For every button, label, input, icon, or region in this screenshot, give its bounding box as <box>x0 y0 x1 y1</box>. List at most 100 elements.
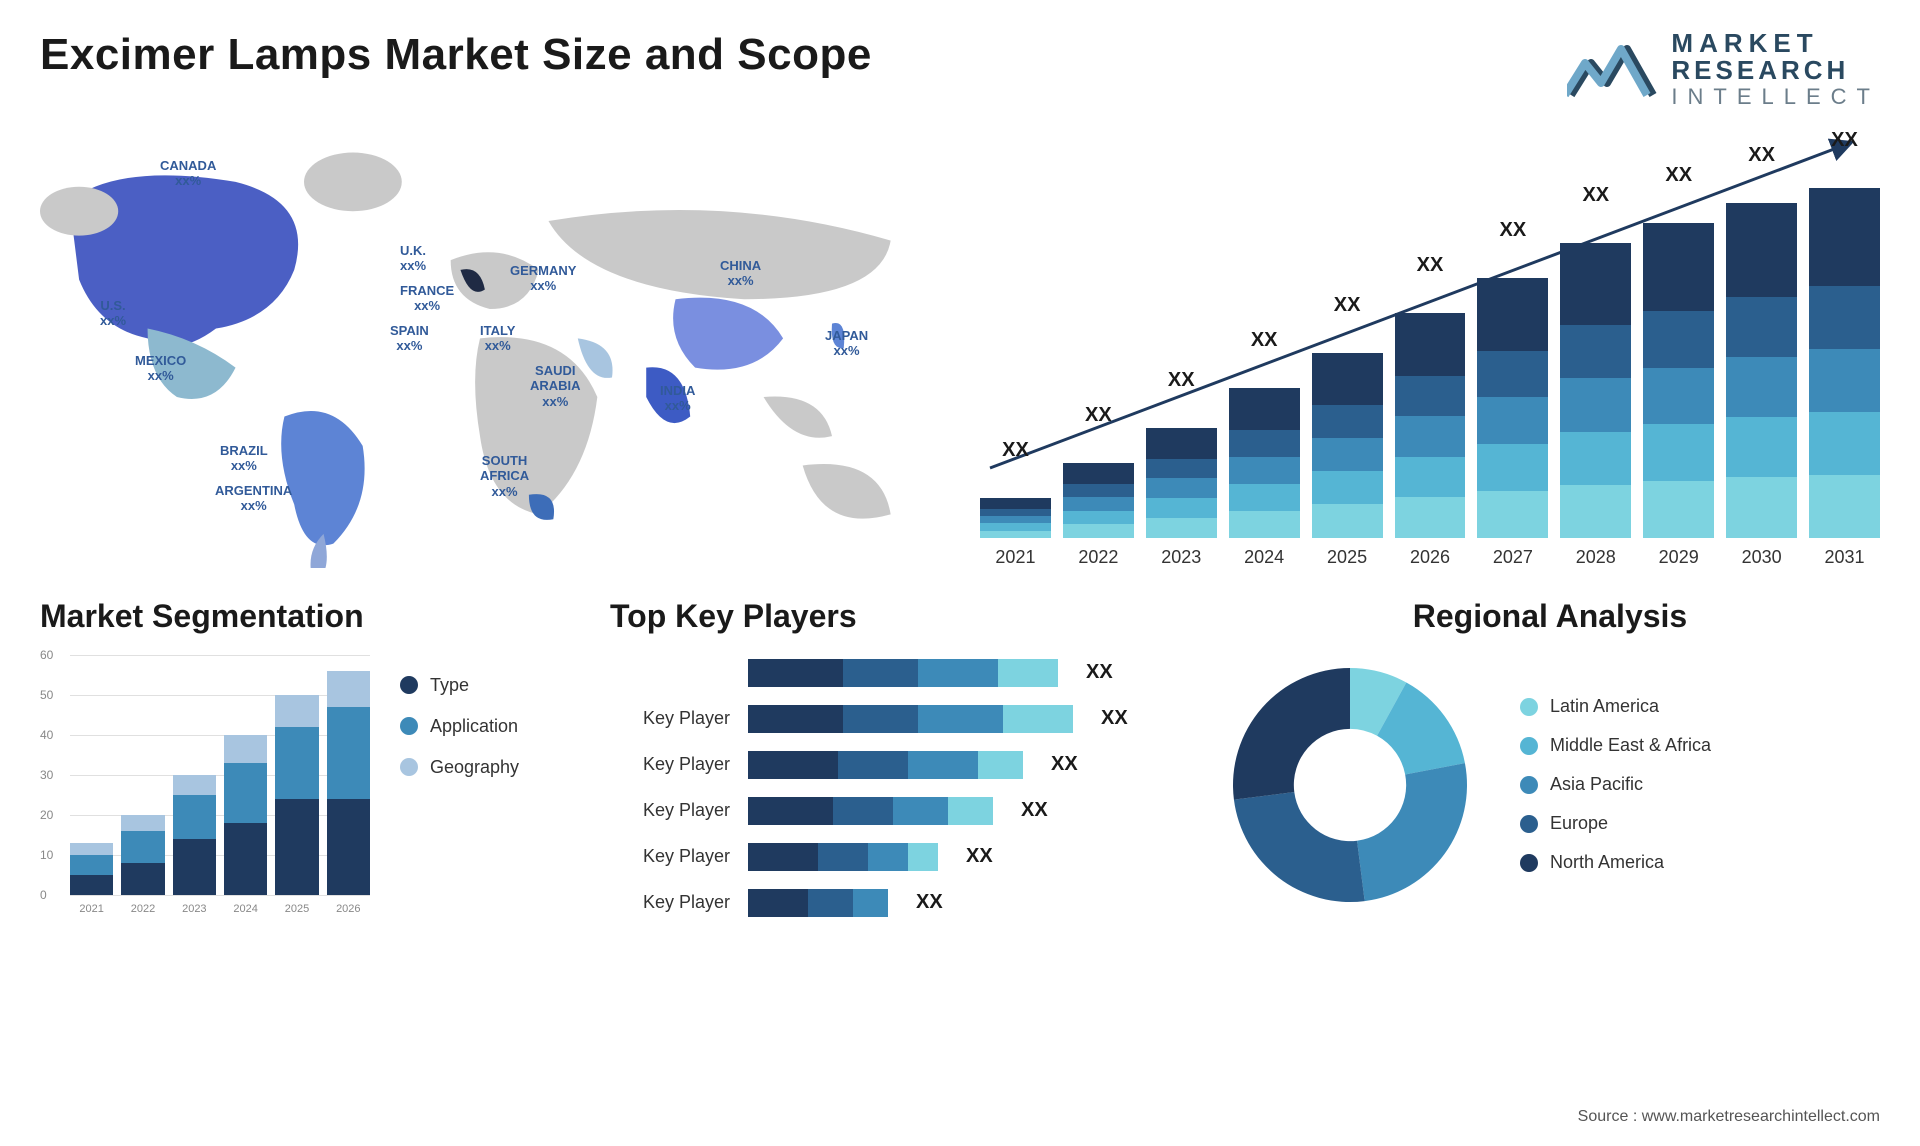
key-player-row: Key PlayerXX <box>610 885 1170 921</box>
segmentation-bar <box>121 815 164 895</box>
forecast-bar-label: XX <box>1251 329 1278 352</box>
map-country-label: GERMANYxx% <box>510 263 576 294</box>
forecast-bar: XX <box>1560 243 1631 538</box>
key-player-row: Key Player XX <box>610 747 1170 783</box>
key-player-row: XX <box>610 655 1170 691</box>
forecast-year-label: 2025 <box>1312 547 1383 568</box>
map-country-label: CANADAxx% <box>160 158 216 189</box>
segmentation-bar <box>327 671 370 895</box>
map-country-label: U.K.xx% <box>400 243 426 274</box>
seg-year-label: 2021 <box>70 903 113 915</box>
logo-mark-icon <box>1567 37 1657 101</box>
forecast-bar: XX <box>1146 428 1217 538</box>
donut-slice <box>1357 763 1467 901</box>
forecast-year-label: 2030 <box>1726 547 1797 568</box>
key-players-title: Top Key Players <box>610 598 1170 635</box>
segmentation-bar <box>275 695 318 895</box>
legend-dot-icon <box>1520 815 1538 833</box>
legend-item: Latin America <box>1520 696 1711 717</box>
map-country-label: ARGENTINAxx% <box>215 483 292 514</box>
legend-label: Europe <box>1550 813 1608 834</box>
seg-ytick: 10 <box>40 848 53 862</box>
segmentation-bar <box>173 775 216 895</box>
forecast-bar-label: XX <box>1417 254 1444 277</box>
forecast-bar-label: XX <box>1665 164 1692 187</box>
key-player-bar <box>748 705 1073 733</box>
key-player-label: Key Player <box>610 754 730 775</box>
map-country-label: ITALYxx% <box>480 323 515 354</box>
segmentation-chart: 202120222023202420252026 0102030405060 T… <box>40 655 560 915</box>
legend-label: Application <box>430 716 518 737</box>
forecast-bar: XX <box>1643 223 1714 538</box>
seg-year-label: 2022 <box>121 903 164 915</box>
segmentation-title: Market Segmentation <box>40 598 560 635</box>
map-country-label: SPAINxx% <box>390 323 429 354</box>
forecast-year-label: 2026 <box>1395 547 1466 568</box>
map-country-label: MEXICOxx% <box>135 353 186 384</box>
forecast-year-label: 2029 <box>1643 547 1714 568</box>
legend-label: Geography <box>430 757 519 778</box>
page-title: Excimer Lamps Market Size and Scope <box>40 30 872 80</box>
forecast-bar-label: XX <box>1831 129 1858 152</box>
map-country-label: SAUDIARABIAxx% <box>530 363 581 410</box>
segmentation-bar <box>224 735 267 895</box>
forecast-year-label: 2031 <box>1809 547 1880 568</box>
forecast-bar: XX <box>1063 463 1134 538</box>
legend-item: Europe <box>1520 813 1711 834</box>
key-player-value: XX <box>1086 661 1113 684</box>
map-country-label: BRAZILxx% <box>220 443 268 474</box>
forecast-bar-label: XX <box>1085 404 1112 427</box>
legend-dot-icon <box>1520 698 1538 716</box>
seg-ytick: 40 <box>40 728 53 742</box>
donut-slice <box>1234 792 1365 902</box>
forecast-bar: XX <box>1395 313 1466 538</box>
forecast-bar: XX <box>1229 388 1300 538</box>
legend-dot-icon <box>400 676 418 694</box>
forecast-bar-label: XX <box>1582 184 1609 207</box>
map-country-label: JAPANxx% <box>825 328 868 359</box>
legend-item: Asia Pacific <box>1520 774 1711 795</box>
brand-logo: MARKET RESEARCH INTELLECT <box>1567 30 1880 108</box>
key-player-bar <box>748 797 993 825</box>
logo-text-3: INTELLECT <box>1671 85 1880 108</box>
seg-year-label: 2024 <box>224 903 267 915</box>
forecast-year-label: 2022 <box>1063 547 1134 568</box>
map-country-label: FRANCExx% <box>400 283 454 314</box>
forecast-bar: XX <box>1312 353 1383 538</box>
legend-dot-icon <box>1520 776 1538 794</box>
key-player-bar <box>748 751 1023 779</box>
seg-year-label: 2025 <box>275 903 318 915</box>
seg-ytick: 60 <box>40 648 53 662</box>
legend-dot-icon <box>400 758 418 776</box>
forecast-year-label: 2021 <box>980 547 1051 568</box>
seg-ytick: 20 <box>40 808 53 822</box>
key-player-label: Key Player <box>610 892 730 913</box>
key-player-value: XX <box>1051 753 1078 776</box>
regional-title: Regional Analysis <box>1220 598 1880 635</box>
key-player-value: XX <box>1021 799 1048 822</box>
legend-label: Middle East & Africa <box>1550 735 1711 756</box>
seg-ytick: 0 <box>40 888 47 902</box>
forecast-year-label: 2027 <box>1477 547 1548 568</box>
source-attribution: Source : www.marketresearchintellect.com <box>1578 1108 1880 1126</box>
map-country-label: CHINAxx% <box>720 258 761 289</box>
legend-item: Geography <box>400 757 560 778</box>
map-country-label: U.S.xx% <box>100 298 126 329</box>
forecast-chart: XXXXXXXXXXXXXXXXXXXXXX 20212022202320242… <box>980 138 1880 568</box>
forecast-bar: XX <box>980 498 1051 538</box>
forecast-bar-label: XX <box>1168 369 1195 392</box>
legend-dot-icon <box>1520 737 1538 755</box>
legend-item: North America <box>1520 852 1711 873</box>
segmentation-panel: Market Segmentation 2021 2022 2023 2024 2025… <box>40 598 560 921</box>
legend-dot-icon <box>400 717 418 735</box>
seg-ytick: 30 <box>40 768 53 782</box>
legend-dot-icon <box>1520 854 1538 872</box>
key-player-row: Key PlayerXX <box>610 839 1170 875</box>
key-player-row: Key PlayerXX <box>610 793 1170 829</box>
seg-ytick: 50 <box>40 688 53 702</box>
forecast-year-label: 2028 <box>1560 547 1631 568</box>
seg-year-label: 2023 <box>173 903 216 915</box>
regional-panel: Regional Analysis Latin America Middle Ea… <box>1220 598 1880 921</box>
forecast-bar-label: XX <box>1500 219 1527 242</box>
forecast-bar-label: XX <box>1002 439 1029 462</box>
